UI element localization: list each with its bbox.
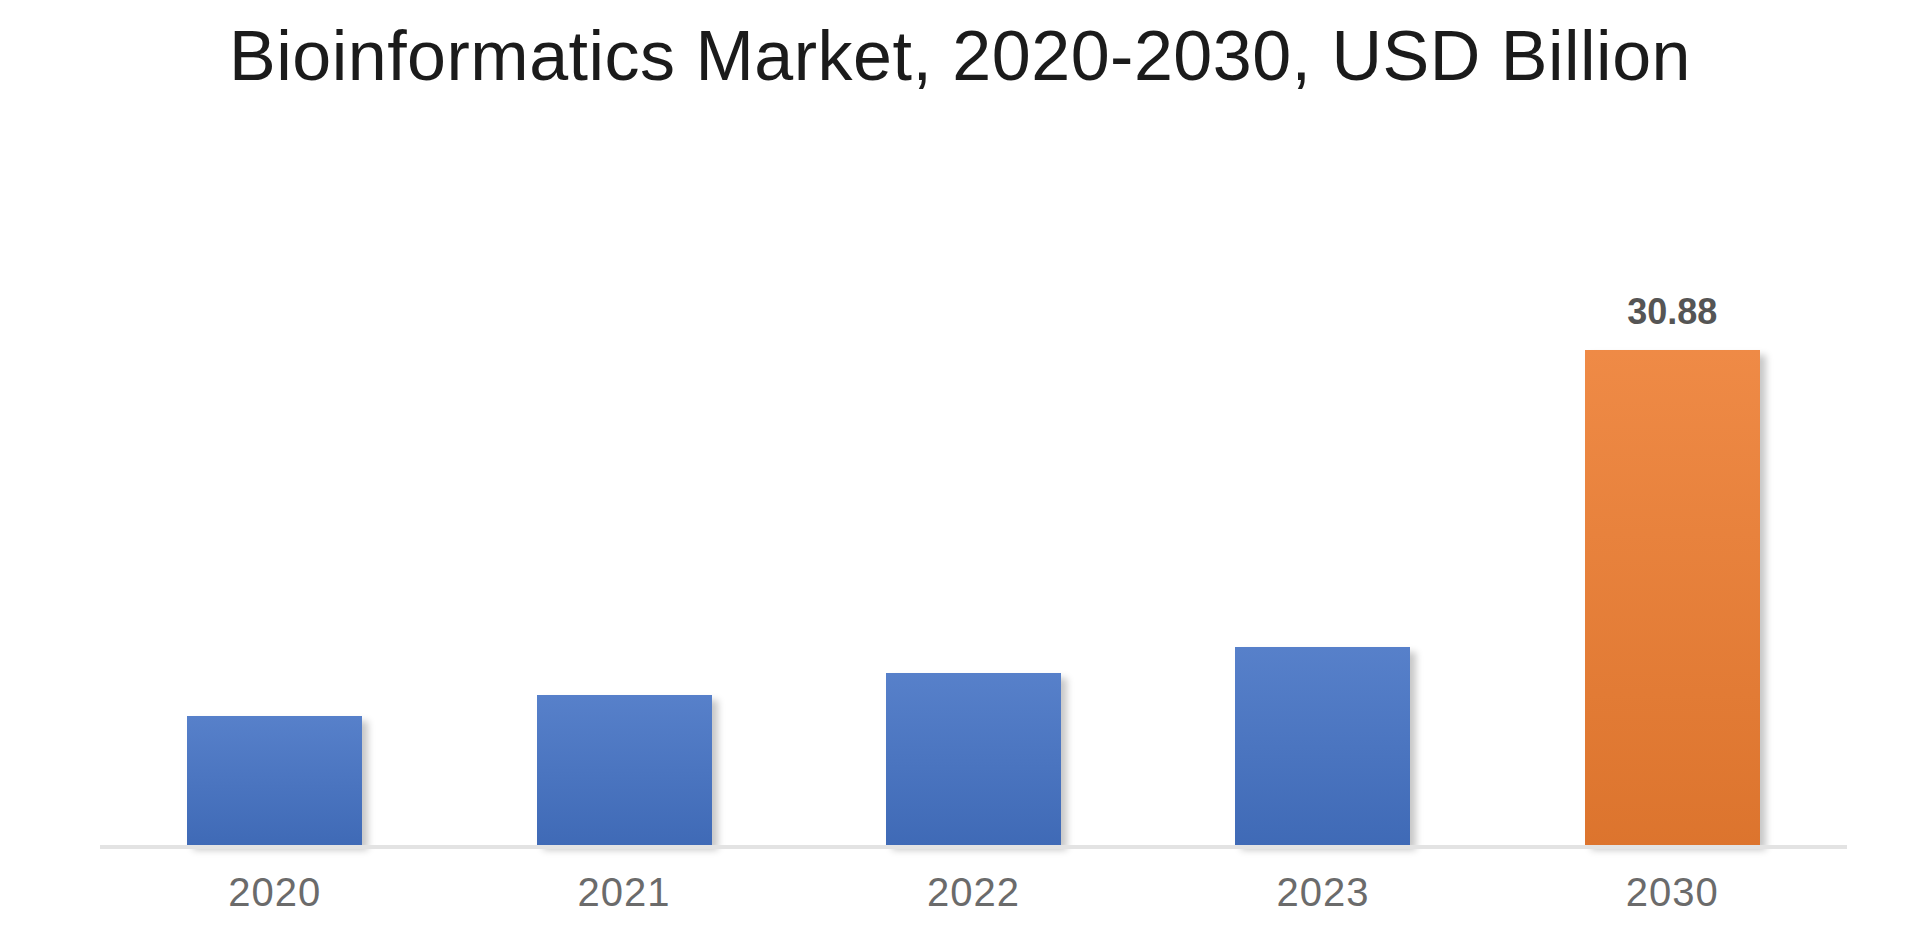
plot-area: 30.88: [100, 294, 1847, 845]
bar-2023: [1235, 647, 1410, 845]
bar-column: 30.88: [1498, 294, 1847, 845]
bar-column: [449, 294, 798, 845]
x-tick-2020: 2020: [100, 872, 449, 912]
bar-value-label: 30.88: [1627, 294, 1717, 330]
bar-2030: [1585, 350, 1760, 845]
chart-title: Bioinformatics Market, 2020-2030, USD Bi…: [0, 16, 1920, 96]
bar-2021: [537, 695, 712, 845]
x-tick-2023: 2023: [1148, 872, 1497, 912]
bar-chart: Bioinformatics Market, 2020-2030, USD Bi…: [0, 0, 1920, 943]
x-axis-line: [100, 845, 1847, 849]
bar-column: [799, 294, 1148, 845]
x-axis-labels: 20202021202220232030: [100, 872, 1847, 912]
bar-2020: [187, 716, 362, 845]
x-tick-2021: 2021: [449, 872, 798, 912]
x-tick-2022: 2022: [799, 872, 1148, 912]
bar-column: [100, 294, 449, 845]
bar-column: [1148, 294, 1497, 845]
x-tick-2030: 2030: [1498, 872, 1847, 912]
bar-2022: [886, 673, 1061, 845]
